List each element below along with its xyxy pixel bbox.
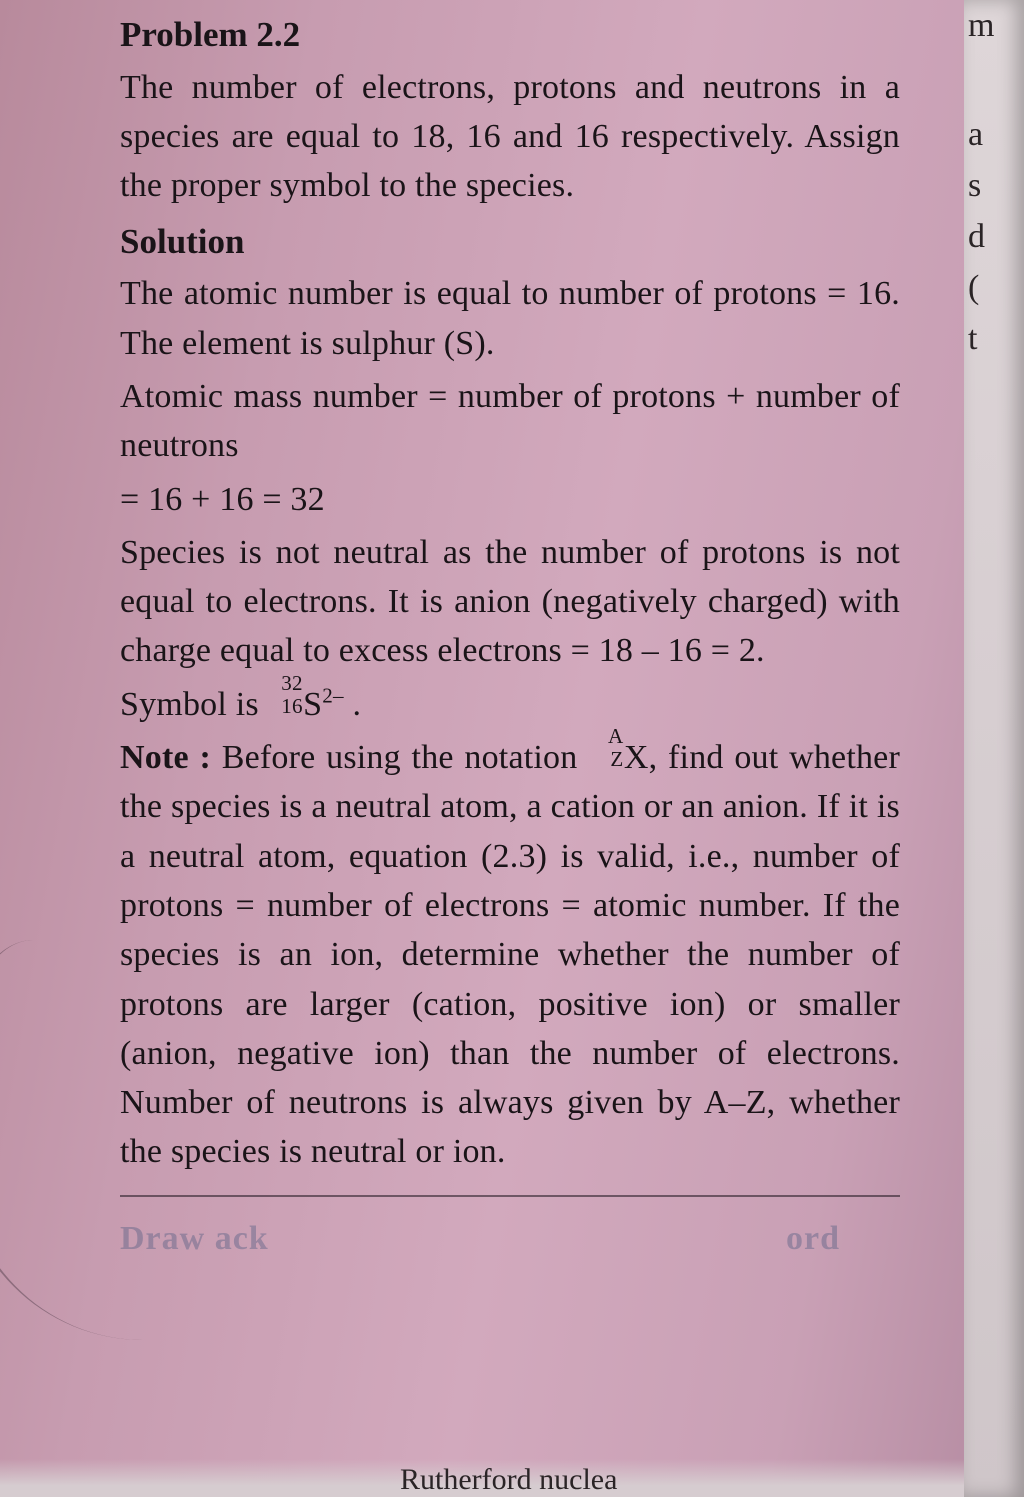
bottom-page-cut: Rutherford nuclea — [0, 1459, 964, 1497]
right-cut-letters: m a s d ( t — [968, 0, 1020, 364]
symbol-prefix: Symbol is — [120, 686, 267, 723]
note-pre: Before using the notation — [222, 739, 588, 776]
ghost-bleed-text: Draw ack ord — [120, 1214, 900, 1263]
symbol-suffix: . — [344, 686, 361, 723]
atomic-number: 16 — [281, 696, 302, 717]
note-paragraph: Note : Before using the notation A Z X, … — [120, 733, 900, 1177]
solution-p3: Species is not neutral as the number of … — [120, 528, 900, 676]
isotope-notation: A Z — [588, 737, 624, 771]
isotope-presup: 32 16 — [267, 684, 303, 718]
charge: 2– — [322, 683, 343, 707]
cut-letter: a — [968, 109, 1020, 160]
notation-element: X — [624, 739, 649, 776]
solution-heading: Solution — [120, 217, 900, 268]
solution-p2a: Atomic mass number = number of protons +… — [120, 372, 900, 471]
mass-number: 32 — [281, 673, 302, 694]
text-column: Problem 2.2 The number of electrons, pro… — [120, 10, 900, 1263]
notation-z: Z — [610, 749, 623, 770]
cut-letter: d — [968, 211, 1020, 262]
notation-mass: A — [608, 726, 623, 747]
ghost-left: Draw ack — [120, 1214, 269, 1263]
cut-letter: t — [968, 313, 1020, 364]
problem-title: Problem 2.2 — [120, 10, 900, 61]
ghost-right: ord — [786, 1214, 840, 1263]
solution-p2b: = 16 + 16 = 32 — [120, 475, 900, 524]
page: m a s d ( t Problem 2.2 The number of el… — [0, 0, 1024, 1497]
solution-p1: The atomic number is equal to number of … — [120, 269, 900, 368]
element-symbol: S — [303, 686, 322, 723]
note-post: , find out whether the species is a neut… — [120, 739, 900, 1170]
section-rule — [120, 1195, 900, 1197]
cut-letter: ( — [968, 262, 1020, 313]
cut-letter: m — [968, 0, 1020, 51]
problem-statement: The number of electrons, protons and neu… — [120, 63, 900, 211]
cut-letter: s — [968, 160, 1020, 211]
note-label: Note : — [120, 739, 222, 776]
solution-symbol-line: Symbol is 32 16 S2– . — [120, 680, 900, 729]
bottom-cut-text: Rutherford nuclea — [400, 1463, 617, 1496]
